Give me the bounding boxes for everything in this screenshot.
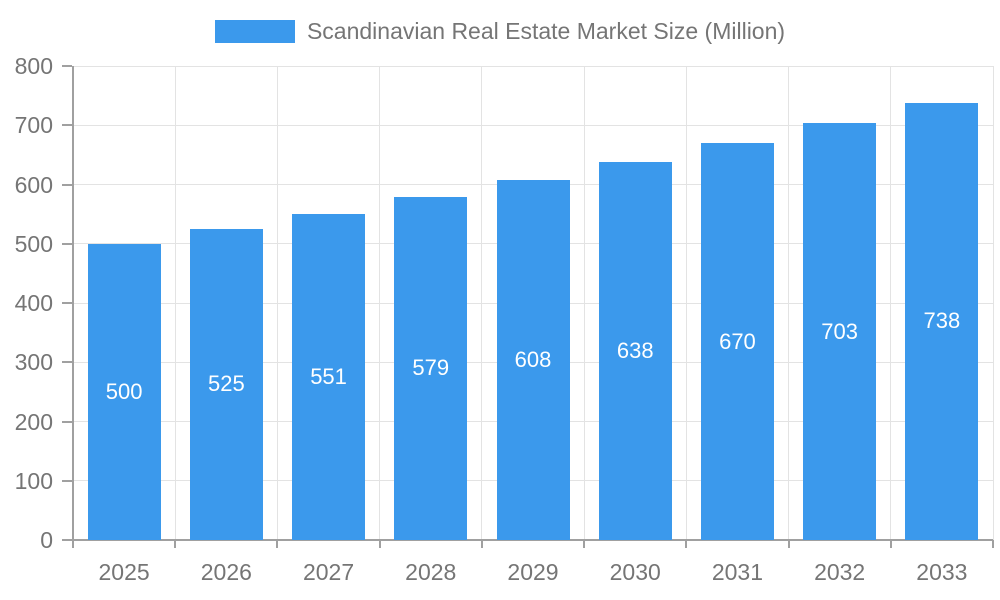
y-axis-tick [62,124,72,127]
horizontal-gridline [73,124,993,126]
y-tick-label: 200 [14,408,53,435]
vertical-gridline [276,66,278,540]
x-tick-label: 2025 [98,559,150,585]
chart-legend: Scandinavian Real Estate Market Size (Mi… [0,18,1000,45]
horizontal-gridline [73,65,993,67]
y-tick-label: 800 [14,53,53,79]
bar-value-label: 500 [105,378,143,404]
x-tick-label: 2032 [814,559,866,585]
x-tick-label: 2028 [405,559,457,585]
x-tick-label: 2033 [916,559,968,585]
x-axis-tick [787,540,790,548]
y-axis-tick [62,302,72,304]
x-tick-label: 2027 [302,559,355,585]
bar-value-label: 638 [616,337,654,363]
y-axis-tick [62,361,72,364]
bar-value-label: 608 [514,346,552,372]
bar [87,243,161,540]
y-axis-tick [62,420,72,423]
bar [496,179,570,540]
bar-value-label: 703 [821,318,859,344]
y-axis-tick [62,65,72,67]
y-axis-line [72,66,74,548]
bar [905,102,979,540]
vertical-gridline [685,66,687,540]
y-tick-label: 100 [14,467,53,494]
x-axis-tick [685,540,688,548]
y-axis-tick [62,479,72,482]
bar [803,123,877,540]
vertical-gridline [992,66,994,540]
x-tick-label: 2029 [507,559,559,585]
bar-value-label: 525 [207,371,245,397]
y-axis-tick [62,242,72,245]
x-axis-tick [992,540,994,548]
y-tick-label: 0 [40,527,53,553]
y-tick-label: 500 [14,230,53,257]
x-axis-tick [72,540,74,548]
x-axis-tick [174,540,177,548]
y-tick-label: 300 [14,349,53,376]
x-axis-tick [480,540,483,548]
y-axis-tick [62,183,72,186]
bar [598,161,672,540]
bar [292,213,366,540]
x-axis-line [73,539,993,541]
x-tick-label: 2030 [609,559,661,585]
bar-value-label: 670 [719,328,756,354]
x-axis-tick [378,540,381,548]
x-tick-label: 2031 [711,559,764,585]
bar [189,228,263,540]
legend-swatch-icon [214,20,295,43]
vertical-gridline [481,66,483,540]
y-tick-label: 400 [14,290,53,316]
x-axis-tick [889,540,892,548]
bar [700,143,774,540]
legend-series-label: Scandinavian Real Estate Market Size (Mi… [306,18,786,44]
legend-item[interactable]: Scandinavian Real Estate Market Size (Mi… [214,18,786,45]
y-axis-tick [62,539,72,541]
x-axis-tick [276,540,279,548]
vertical-gridline [788,66,790,540]
vertical-gridline [379,66,381,540]
y-tick-label: 700 [14,112,53,139]
x-axis-tick [583,540,586,548]
vertical-gridline [583,66,585,540]
y-tick-label: 600 [14,171,53,198]
vertical-gridline [174,66,176,540]
bar-value-label: 551 [310,363,347,389]
vertical-gridline [890,66,892,540]
bar-value-label: 579 [412,355,450,381]
x-tick-label: 2026 [200,559,252,585]
bar [394,196,468,540]
bar-value-label: 738 [923,308,961,334]
